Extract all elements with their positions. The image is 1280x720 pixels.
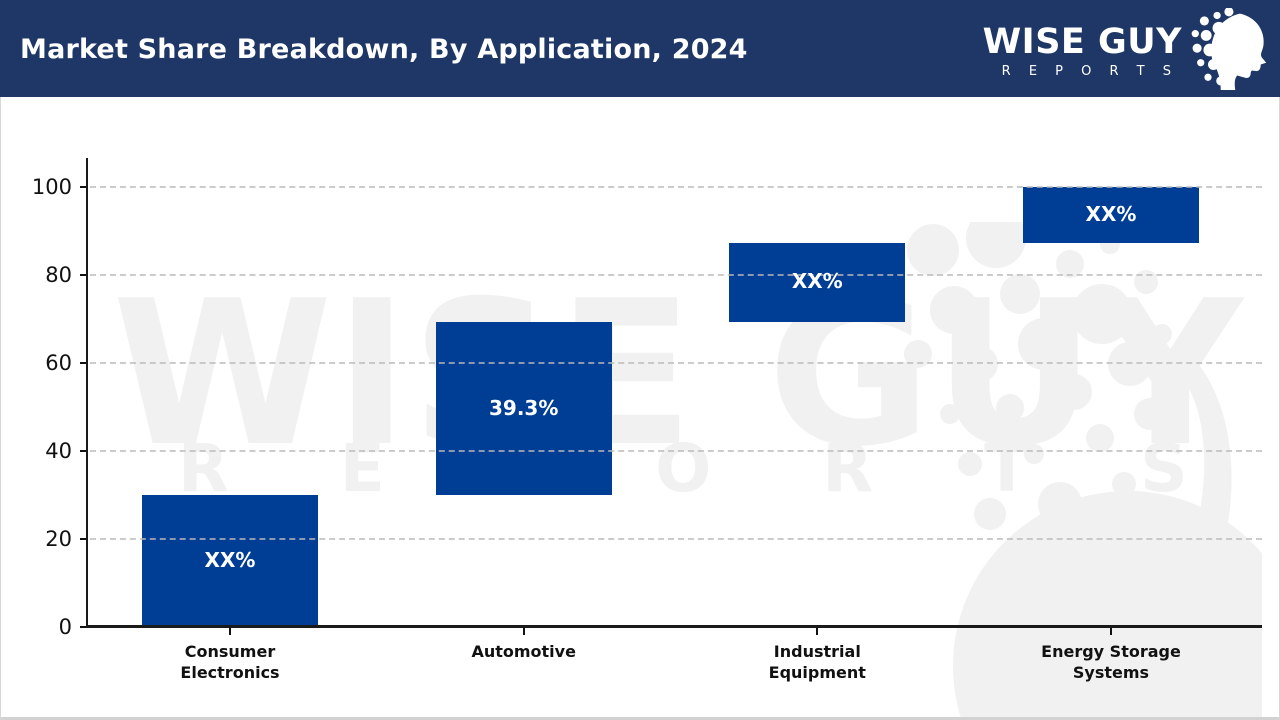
x-tick-mark-2 xyxy=(816,628,819,635)
bar-segment-1[interactable] xyxy=(435,322,612,495)
logo-head-icon xyxy=(1191,8,1267,90)
bar-value-label-2: XX% xyxy=(791,269,843,294)
page-title: Market Share Breakdown, By Application, … xyxy=(20,34,748,65)
y-tick-mark-40 xyxy=(80,450,87,452)
x-category-label-3: Energy Storage Systems xyxy=(1041,642,1181,682)
x-tick-mark-3 xyxy=(1110,628,1112,635)
watermark-subtext: R E P O R T S xyxy=(178,430,1232,507)
y-tick-label-0: 0 xyxy=(58,615,72,639)
y-tick-mark-0 xyxy=(80,626,87,628)
x-tick-mark-1 xyxy=(522,628,525,635)
x-category-label-2: Industrial Equipment xyxy=(768,642,866,682)
y-tick-label-60: 60 xyxy=(45,351,72,375)
y-tick-label-40: 40 xyxy=(45,439,72,463)
bar-value-label-1: 39.3% xyxy=(488,395,559,420)
bottom-edge-line xyxy=(0,717,1280,720)
x-category-label-0: Consumer Electronics xyxy=(180,642,280,682)
y-axis-line xyxy=(86,158,88,628)
y-tick-mark-60 xyxy=(80,362,87,364)
bar-value-label-3: XX% xyxy=(1085,201,1137,226)
left-edge-line xyxy=(0,97,1,720)
wiseguy-logo: WISE GUY R E P O R T S xyxy=(983,4,1270,94)
y-tick-label-20: 20 xyxy=(45,527,72,551)
bar-value-label-0: XX% xyxy=(204,548,256,572)
bar-segment-3[interactable] xyxy=(1023,187,1199,243)
gridline-20 xyxy=(90,538,1262,540)
bar-segment-0[interactable] xyxy=(142,495,318,627)
bar-segment-2[interactable] xyxy=(729,242,906,323)
y-tick-mark-20 xyxy=(80,538,87,540)
x-tick-mark-0 xyxy=(229,628,231,635)
watermark-text: WISE GUY xyxy=(112,258,1245,491)
x-axis-line xyxy=(86,625,1262,628)
gridline-40 xyxy=(90,450,1262,452)
watermark-head-dots-graphic xyxy=(869,222,1262,720)
y-tick-mark-100 xyxy=(80,186,87,188)
x-category-label-1: Automotive xyxy=(471,642,576,661)
y-tick-label-80: 80 xyxy=(45,263,72,287)
header-bar: Market Share Breakdown, By Application, … xyxy=(0,0,1280,97)
y-tick-label-100: 100 xyxy=(31,175,72,199)
logo-brand-name: WISE GUY xyxy=(982,22,1182,62)
logo-brand-subtitle: R E P O R T S xyxy=(1001,64,1178,79)
gridline-80 xyxy=(90,274,1262,276)
gridline-60 xyxy=(90,362,1262,364)
gridline-100 xyxy=(90,186,1262,188)
y-tick-mark-80 xyxy=(80,274,87,276)
